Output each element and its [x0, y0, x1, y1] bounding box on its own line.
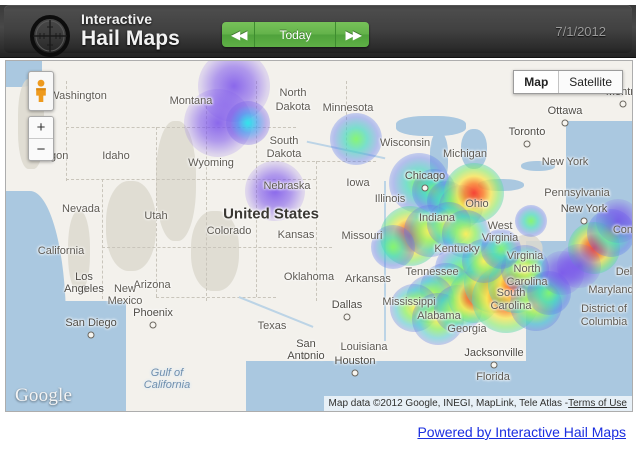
- terrain-colorado-plateau: [191, 211, 239, 291]
- next-day-button[interactable]: ▶▶: [336, 22, 369, 47]
- brand-title: Interactive Hail Maps: [81, 12, 180, 49]
- state-boundary: [102, 179, 103, 299]
- state-boundary: [66, 81, 67, 181]
- double-chevron-right-icon: ▶▶: [345, 27, 362, 42]
- double-chevron-left-icon: ◀◀: [231, 27, 248, 42]
- state-boundary: [206, 101, 207, 301]
- map-type-map-button[interactable]: Map: [514, 71, 560, 93]
- date-navigation-group: ◀◀ Today ▶▶: [222, 22, 369, 47]
- brand-line-2: Hail Maps: [81, 27, 180, 50]
- powered-by-link[interactable]: Powered by Interactive Hail Maps: [417, 424, 626, 440]
- attribution-text: Map data ©2012 Google, INEGI, MapLink, T…: [328, 398, 569, 409]
- state-boundary: [102, 247, 332, 248]
- state-boundary: [66, 179, 316, 180]
- lake-huron: [461, 129, 487, 169]
- atlantic-ocean: [526, 241, 632, 411]
- streetview-pegman-control[interactable]: [28, 71, 54, 111]
- terrain-great-basin: [106, 181, 156, 271]
- state-boundary: [156, 127, 157, 297]
- city-marker-dot: [343, 313, 351, 321]
- city-marker-dot: [523, 140, 531, 148]
- lake-erie: [478, 179, 524, 191]
- city-marker-dot: [561, 119, 569, 127]
- today-button[interactable]: Today: [255, 22, 337, 47]
- city-marker-dot: [87, 331, 95, 339]
- crosshair-scope-icon: [28, 14, 72, 57]
- city-marker-dot: [580, 217, 588, 225]
- current-date-label: 7/1/2012: [555, 24, 606, 39]
- city-marker-dot: [80, 285, 88, 293]
- state-boundary: [156, 297, 276, 298]
- atlantic-ocean-north: [566, 121, 632, 261]
- brand-line-1: Interactive: [81, 11, 153, 27]
- map-frame[interactable]: WashingtonOregonIdahoMontanaWyomingNevad…: [5, 60, 633, 412]
- header-bar: Interactive Hail Maps ◀◀ Today ▶▶ 7/1/20…: [4, 5, 632, 57]
- lake-ontario: [521, 161, 555, 171]
- state-boundary: [316, 161, 317, 301]
- map-canvas[interactable]: WashingtonOregonIdahoMontanaWyomingNevad…: [6, 61, 632, 411]
- state-boundary: [256, 81, 257, 297]
- terms-of-use-link[interactable]: Terms of Use: [568, 398, 627, 409]
- pacific-ocean-south: [6, 301, 126, 411]
- google-logo: Google: [15, 385, 73, 406]
- today-button-label: Today: [279, 27, 312, 42]
- terrain-rockies: [156, 121, 196, 241]
- map-type-control[interactable]: Map Satellite: [513, 70, 623, 94]
- mississippi-river: [384, 181, 386, 341]
- lake-superior: [396, 116, 466, 136]
- city-marker-dot: [351, 369, 359, 377]
- lake-michigan: [430, 133, 448, 183]
- city-marker-dot: [302, 352, 310, 360]
- city-marker-dot: [149, 321, 157, 329]
- city-marker-dot: [421, 184, 429, 192]
- city-marker-dot: [619, 100, 627, 108]
- map-type-satellite-button[interactable]: Satellite: [559, 71, 622, 93]
- state-boundary: [66, 127, 296, 128]
- city-marker-dot: [490, 361, 498, 369]
- app-header: Interactive Hail Maps ◀◀ Today ▶▶ 7/1/20…: [0, 0, 636, 58]
- zoom-out-button[interactable]: −: [29, 139, 53, 160]
- previous-day-button[interactable]: ◀◀: [222, 22, 256, 47]
- zoom-in-button[interactable]: +: [29, 117, 53, 139]
- terrain-sierra: [68, 211, 90, 291]
- pegman-streetview-icon: [36, 79, 46, 102]
- zoom-controls[interactable]: + −: [28, 116, 54, 161]
- map-attribution: Map data ©2012 Google, INEGI, MapLink, T…: [323, 396, 632, 411]
- page-footer: Powered by Interactive Hail Maps: [0, 415, 636, 449]
